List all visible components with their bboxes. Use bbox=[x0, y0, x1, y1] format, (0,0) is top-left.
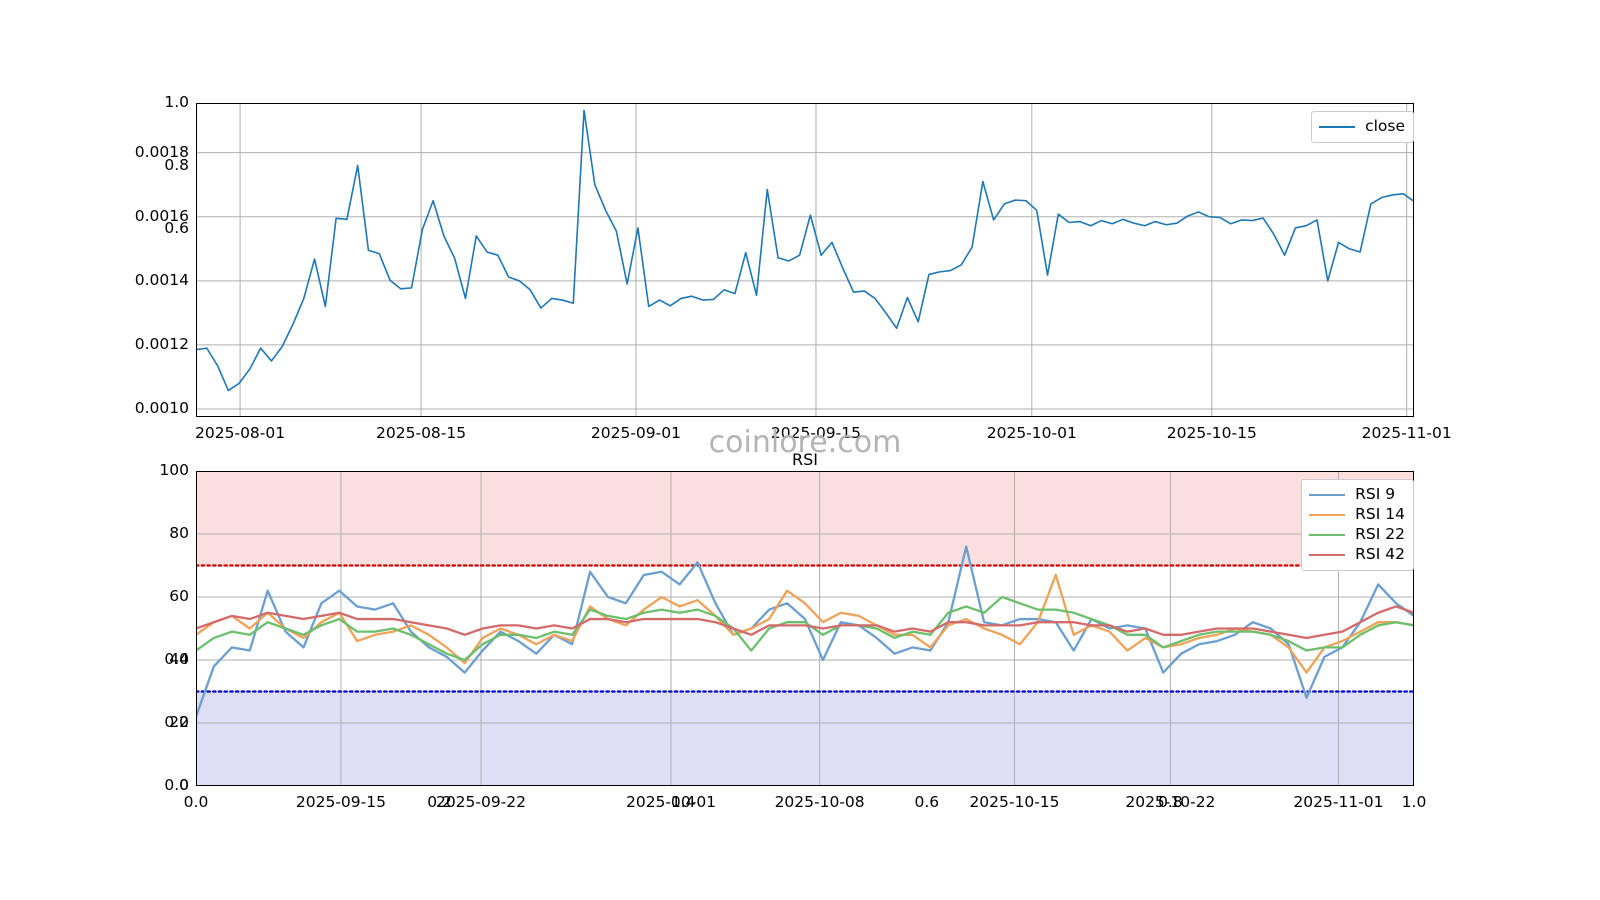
rsi-x-tick-label-normalized: 1.0 bbox=[1401, 793, 1427, 811]
price-chart-panel: close bbox=[196, 103, 1414, 417]
price-y-tick-label: 0.0018 bbox=[134, 142, 189, 161]
rsi-line-rsi-22 bbox=[196, 595, 1414, 662]
price-x-tick-label: 2025-10-01 bbox=[986, 424, 1077, 442]
rsi-band-oversold bbox=[196, 691, 1414, 786]
legend-label: RSI 9 bbox=[1355, 485, 1396, 504]
rsi-y-tick-label: 80 bbox=[169, 524, 189, 542]
legend-swatch-icon bbox=[1309, 554, 1346, 556]
price-x-tick-label: 2025-11-01 bbox=[1361, 424, 1452, 442]
rsi-y-tick-label: 0 bbox=[179, 776, 189, 794]
legend-label: RSI 42 bbox=[1355, 545, 1405, 564]
legend-swatch-icon bbox=[1309, 514, 1346, 516]
price-plot-area bbox=[196, 103, 1414, 417]
rsi-line-rsi-9 bbox=[196, 545, 1414, 718]
rsi-band-overbought bbox=[196, 471, 1414, 566]
price-x-tick-label: 2025-08-01 bbox=[195, 424, 286, 442]
rsi-line-rsi-42 bbox=[196, 605, 1414, 640]
rsi-x-tick-label: 2025-10-01 bbox=[625, 793, 717, 811]
rsi-x-tick-label-normalized: 0.8 bbox=[1158, 793, 1183, 811]
legend-swatch-icon bbox=[1319, 126, 1356, 128]
rsi-x-tick-label: 2025-09-15 bbox=[295, 793, 386, 811]
rsi-x-tick-label: 2025-11-01 bbox=[1293, 793, 1384, 811]
rsi-y-tick-label: 20 bbox=[169, 713, 189, 731]
price-x-tick-label: 2025-10-15 bbox=[1166, 424, 1257, 442]
price-y-tick-label-normalized: 1.0 bbox=[164, 93, 189, 111]
rsi-legend[interactable]: RSI 9 RSI 14 RSI 22 RSI 42 bbox=[1301, 479, 1414, 571]
rsi-x-tick-label: 2025-10-15 bbox=[969, 793, 1060, 811]
legend-swatch-icon bbox=[1309, 534, 1346, 536]
rsi-plot-frame bbox=[196, 471, 1414, 786]
close-price-line bbox=[196, 109, 1414, 392]
legend-entry[interactable]: close bbox=[1319, 117, 1405, 137]
legend-swatch-icon bbox=[1309, 494, 1346, 496]
rsi-y-tick-label: 60 bbox=[169, 587, 189, 605]
price-y-tick-label: 0.0014 bbox=[134, 270, 189, 289]
price-y-tick-label: 0.0012 bbox=[134, 334, 189, 353]
legend-entry[interactable]: RSI 22 bbox=[1309, 525, 1405, 545]
rsi-y-tick-label-normalized: 0.2 bbox=[164, 713, 189, 731]
price-y-tick-label-normalized: 0.8 bbox=[164, 155, 189, 174]
price-x-tick-label: 2025-08-15 bbox=[376, 424, 467, 442]
price-x-tick-label: 2025-09-01 bbox=[590, 424, 681, 442]
rsi-y-tick-label: 100 bbox=[159, 461, 189, 479]
rsi-y-tick-label-normalized: 0.4 bbox=[164, 650, 189, 668]
price-y-tick-label: 0.0010 bbox=[134, 398, 189, 417]
rsi-y-tick-label-normalized: 0.0 bbox=[164, 776, 189, 794]
price-y-tick-label-normalized: 0.6 bbox=[164, 218, 189, 237]
price-plot-frame bbox=[196, 103, 1414, 417]
price-legend[interactable]: close bbox=[1311, 111, 1414, 143]
rsi-x-tick-label-normalized: 0.6 bbox=[914, 793, 940, 811]
price-y-tick-label: 0.0016 bbox=[134, 206, 189, 225]
legend-entry[interactable]: RSI 9 bbox=[1309, 485, 1405, 505]
legend-label: RSI 14 bbox=[1355, 505, 1405, 524]
rsi-x-tick-label: 2025-10-08 bbox=[774, 793, 865, 811]
rsi-plot-area bbox=[196, 471, 1414, 786]
rsi-y-tick-label: 40 bbox=[169, 650, 189, 668]
legend-label: close bbox=[1365, 117, 1405, 136]
rsi-x-tick-label: 2025-09-22 bbox=[435, 793, 527, 811]
rsi-panel-title: RSI bbox=[792, 450, 818, 469]
rsi-chart-panel: RSI 9 RSI 14 RSI 22 RSI 42 bbox=[196, 471, 1414, 786]
rsi-x-tick-label-normalized: 0.2 bbox=[427, 793, 452, 811]
rsi-x-tick-label-normalized: 0.4 bbox=[670, 793, 696, 811]
rsi-x-tick-label-normalized: 0.0 bbox=[183, 793, 209, 811]
price-x-tick-label: 2025-09-15 bbox=[770, 424, 861, 442]
rsi-x-tick-label: 2025-10-22 bbox=[1125, 793, 1216, 811]
legend-entry[interactable]: RSI 42 bbox=[1309, 545, 1405, 565]
legend-entry[interactable]: RSI 14 bbox=[1309, 505, 1405, 525]
legend-label: RSI 22 bbox=[1355, 525, 1405, 544]
